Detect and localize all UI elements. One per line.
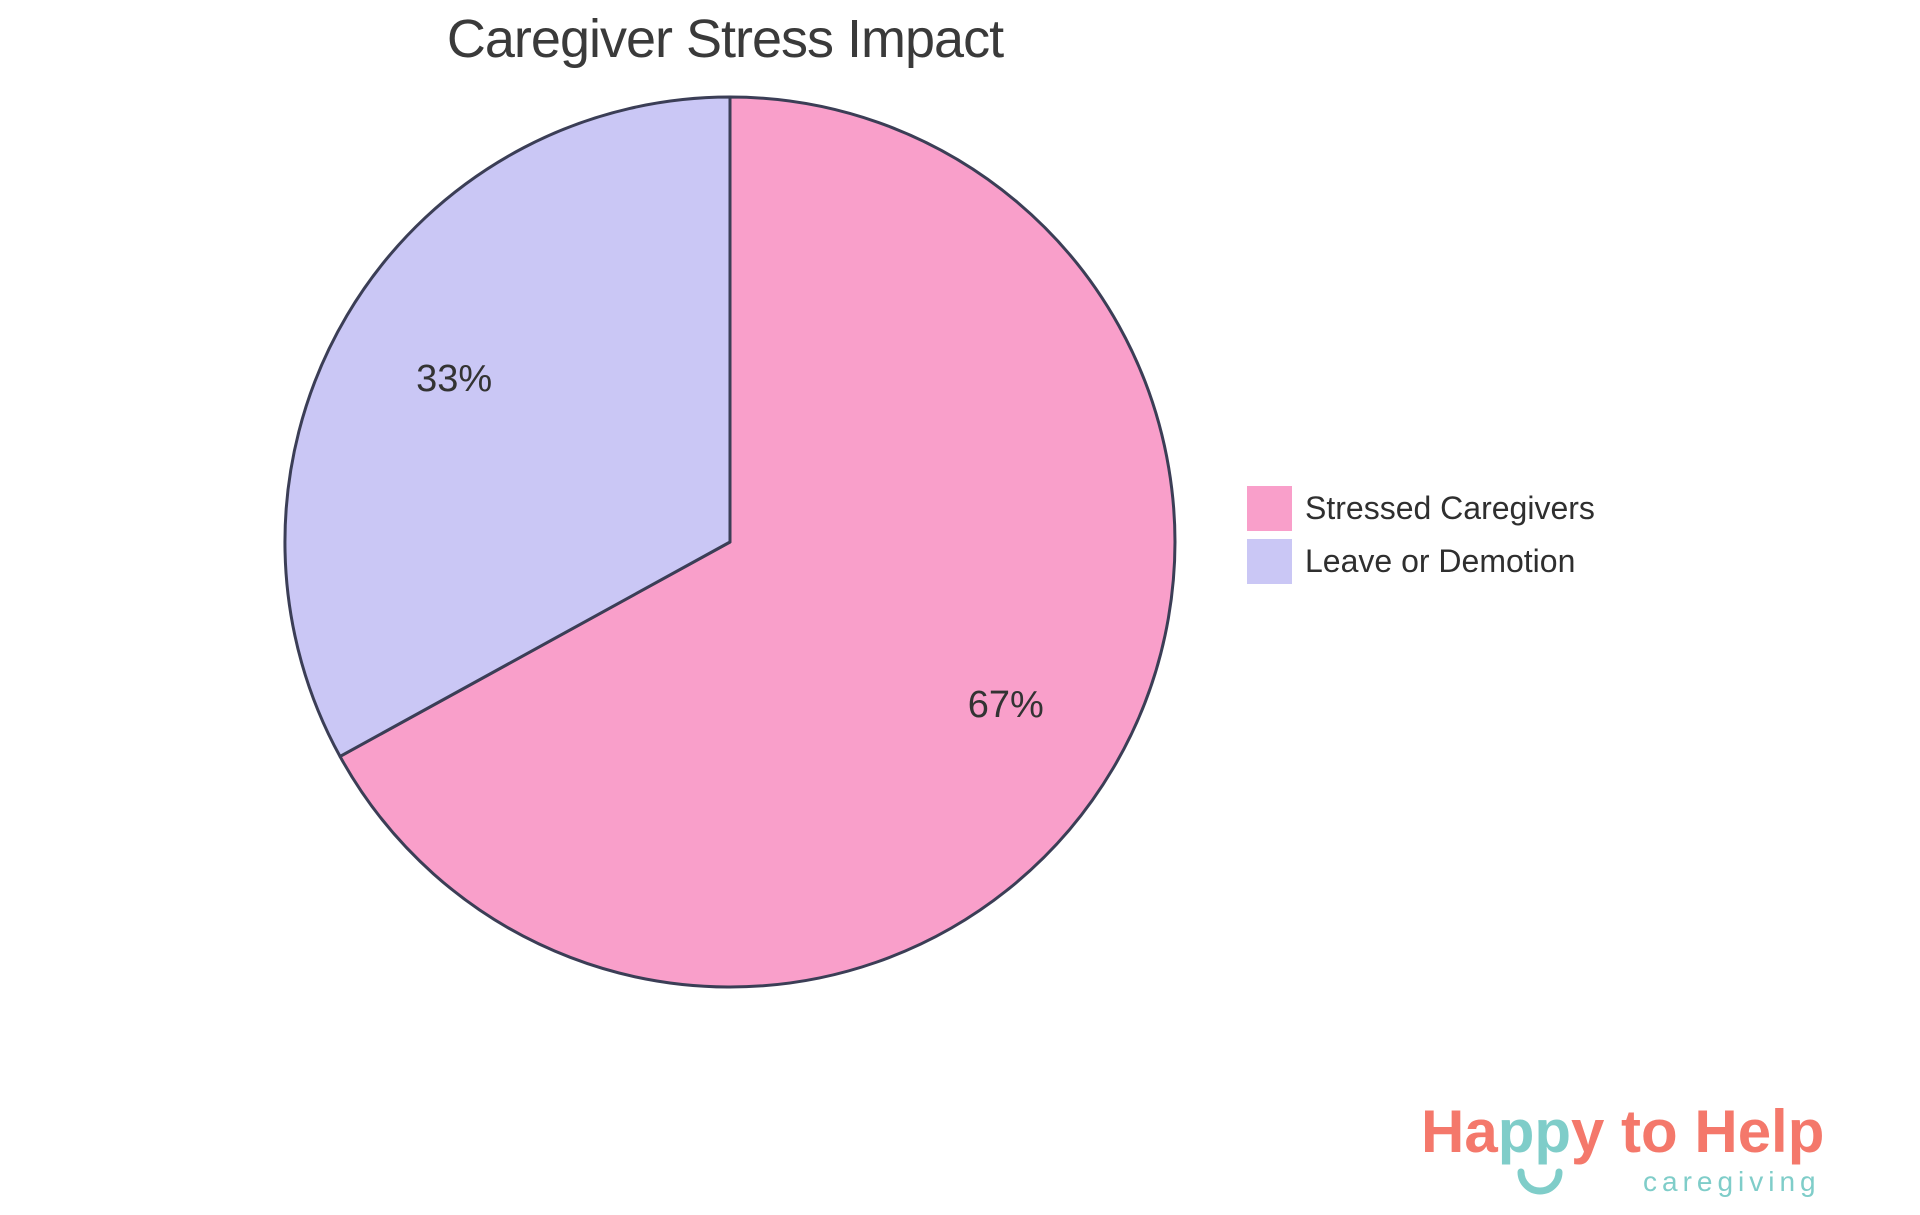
slice-value-label: 33%	[416, 358, 492, 400]
legend-label-stressed-caregivers: Stressed Caregivers	[1305, 490, 1595, 526]
pie-slice-stressed-caregivers[interactable]	[338, 95, 1177, 989]
legend-swatch-leave-or-demotion	[1247, 539, 1292, 584]
logo-text-y: y	[1571, 1098, 1605, 1165]
pie-slice-leave-or-demotion[interactable]	[283, 95, 732, 758]
logo-wordmark: Happy to Help	[1421, 1096, 1891, 1168]
happy-to-help-logo: Happy to Help caregiving	[1421, 1096, 1891, 1206]
logo-tagline: caregiving	[1643, 1166, 1821, 1197]
slice-value-label: 67%	[968, 684, 1044, 726]
legend-item-stressed-caregivers[interactable]: Stressed Caregivers	[1247, 486, 1595, 531]
chart-title: Caregiver Stress Impact	[446, 9, 1004, 69]
legend-label-leave-or-demotion: Leave or Demotion	[1305, 543, 1576, 579]
legend-swatch-stressed-caregivers	[1247, 486, 1292, 531]
logo-text-ha: Ha	[1421, 1098, 1498, 1165]
legend-item-leave-or-demotion[interactable]: Leave or Demotion	[1247, 539, 1595, 584]
legend: Stressed Caregivers Leave or Demotion	[1247, 486, 1595, 592]
logo-text-pp: pp	[1497, 1098, 1572, 1165]
smile-icon	[1517, 1168, 1563, 1195]
logo-text-to-help: to Help	[1604, 1098, 1825, 1165]
